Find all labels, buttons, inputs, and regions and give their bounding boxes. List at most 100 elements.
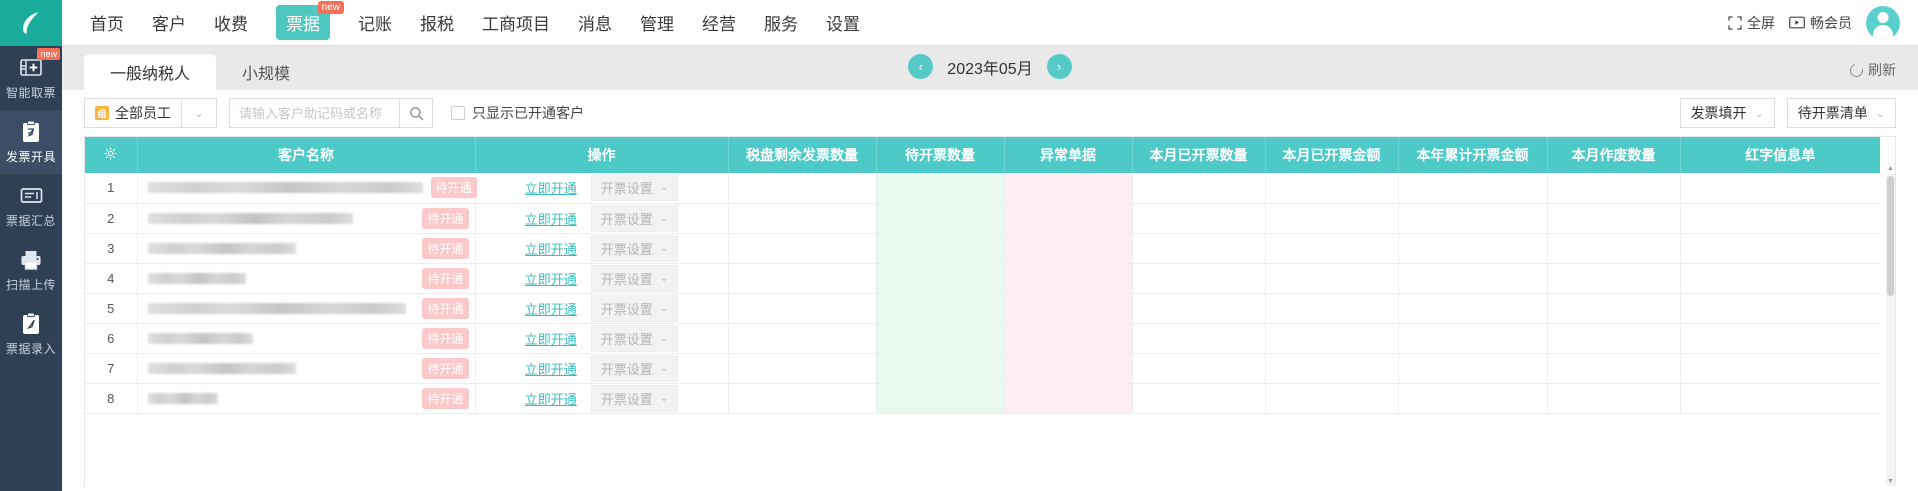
customer-name-cell[interactable]: 待开通 [137,353,476,384]
search-input[interactable] [229,98,399,128]
customer-name-cell[interactable]: 待开通 [137,203,476,234]
cell-c5 [1265,263,1399,294]
table-row[interactable]: 1 待开通 立即开通 开票设置 ⌄ [85,173,1880,204]
tab-general-taxpayer[interactable]: 一般纳税人 [84,54,217,90]
table-vertical-scrollbar[interactable]: ▲ ▼ [1886,165,1895,486]
table-row[interactable]: 5 待开通 立即开通 开票设置 ⌄ [85,293,1880,324]
activate-now-link[interactable]: 立即开通 [524,271,577,287]
col-customer-name[interactable]: 客户名称 [137,137,476,173]
tab-small-scale[interactable]: 小规模 [216,54,316,90]
table-row[interactable]: 4 待开通 立即开通 开票设置 ⌄ [85,263,1880,294]
invoice-settings-button[interactable]: 开票设置 ⌄ [590,294,679,322]
current-month-label[interactable]: 2023年05月 [947,60,1033,78]
cell-c2 [876,233,1005,264]
status-badge: 待开通 [422,267,469,289]
cell-c6 [1398,233,1548,264]
cell-c7 [1547,233,1681,264]
new-badge: new [317,0,344,14]
sidebar-item-scan-upload[interactable]: 扫描上传 [0,238,62,302]
sidebar-item-invoice-issue[interactable]: 发票开具 [0,110,62,174]
only-opened-checkbox[interactable]: 只显示已开通客户 [451,103,584,123]
table-row[interactable]: 2 待开通 立即开通 开票设置 ⌄ [85,203,1880,234]
col-year-total-amount[interactable]: 本年累计开票金额 [1398,137,1548,173]
search-button[interactable] [399,98,433,128]
table-row[interactable]: 8 待开通 立即开通 开票设置 ⌄ [85,383,1880,414]
col-red-letter-notice[interactable]: 红字信息单 [1680,137,1880,173]
invoice-settings-button[interactable]: 开票设置 ⌄ [590,174,679,202]
invoice-settings-button[interactable]: 开票设置 ⌄ [590,324,679,352]
employee-select[interactable]: 组 全部员工 ⌄ [84,98,217,128]
chevron-down-icon[interactable]: ⌄ [181,98,217,128]
chevron-down-icon: ⌄ [659,362,669,374]
nav-item-management[interactable]: 管理 [626,0,688,46]
filter-bar: 组 全部员工 ⌄ 只显示已开通客户 [62,90,1918,136]
customer-name-cell[interactable]: 待开通 [137,293,476,324]
nav-label: 客户 [152,15,186,34]
nav-item-fees[interactable]: 收费 [200,0,262,46]
col-month-voided-count[interactable]: 本月作废数量 [1547,137,1681,173]
col-month-issued-amount[interactable]: 本月已开票金额 [1265,137,1399,173]
col-month-issued-count[interactable]: 本月已开票数量 [1132,137,1266,173]
invoice-settings-button[interactable]: 开票设置 ⌄ [590,234,679,262]
customer-name-cell[interactable]: 待开通 [137,323,476,354]
cell-c2 [876,173,1005,204]
col-abnormal-documents[interactable]: 异常单据 [1004,137,1133,173]
nav-item-services[interactable]: 服务 [750,0,812,46]
sidebar-item-bill-entry[interactable]: 票据录入 [0,302,62,366]
user-avatar[interactable] [1866,5,1900,40]
scroll-down-arrow[interactable]: ▼ [1887,478,1894,485]
next-month-button[interactable]: › [1046,54,1072,79]
sidebar-item-bill-summary[interactable]: 票据汇总 [0,174,62,238]
cell-c1 [728,353,877,384]
table-settings-header[interactable] [85,137,138,173]
gear-icon[interactable] [104,147,117,160]
scroll-up-arrow[interactable]: ▲ [1887,165,1894,172]
app-logo[interactable] [0,0,62,46]
checkbox-box[interactable] [451,106,465,120]
member-button[interactable]: 畅会员 [1789,13,1852,33]
fullscreen-button[interactable]: 全屏 [1728,13,1775,33]
col-operation[interactable]: 操作 [475,137,729,173]
customer-name-cell[interactable]: 待开通 [137,263,476,294]
nav-item-messages[interactable]: 消息 [564,0,626,46]
activate-now-link[interactable]: 立即开通 [524,241,577,257]
pending-invoice-list-dropdown[interactable]: 待开票清单 ⌄ [1786,98,1896,128]
activate-now-link[interactable]: 立即开通 [524,181,577,197]
invoice-settings-button[interactable]: 开票设置 ⌄ [590,204,679,232]
cell-c8 [1680,383,1880,414]
invoice-fill-dropdown[interactable]: 发票填开 ⌄ [1679,98,1775,128]
nav-item-settings[interactable]: 设置 [812,0,874,46]
prev-month-button[interactable]: ‹ [908,54,934,79]
scrollbar-thumb[interactable] [1887,176,1894,296]
nav-item-business-projects[interactable]: 工商项目 [468,0,564,46]
invoice-settings-button[interactable]: 开票设置 ⌄ [590,264,679,292]
table-row[interactable]: 6 待开通 立即开通 开票设置 ⌄ [85,323,1880,354]
cell-c2 [876,293,1005,324]
sidebar-item-smart-ticket[interactable]: new 智能取票 [0,46,62,110]
col-pending-invoice-count[interactable]: 待开票数量 [876,137,1005,173]
cell-c8 [1680,323,1880,354]
customer-name-cell[interactable]: 待开通 [137,383,476,414]
invoice-settings-button[interactable]: 开票设置 ⌄ [590,384,679,412]
invoice-settings-button[interactable]: 开票设置 ⌄ [590,354,679,382]
nav-item-home[interactable]: 首页 [76,0,138,46]
status-badge: 待开通 [422,357,469,379]
table-row[interactable]: 3 待开通 立即开通 开票设置 ⌄ [85,233,1880,264]
nav-item-tax-filing[interactable]: 报税 [406,0,468,46]
customer-name-cell[interactable]: 待开通 [137,233,476,264]
activate-now-link[interactable]: 立即开通 [524,391,577,407]
nav-item-customer[interactable]: 客户 [138,0,200,46]
activate-now-link[interactable]: 立即开通 [524,211,577,227]
activate-now-link[interactable]: 立即开通 [524,331,577,347]
activate-now-link[interactable]: 立即开通 [524,361,577,377]
nav-item-bookkeeping[interactable]: 记账 [344,0,406,46]
customer-name-cell[interactable]: 待开通 [137,173,477,204]
refresh-button[interactable]: 刷新 [1847,60,1896,80]
activate-now-link[interactable]: 立即开通 [524,301,577,317]
cell-c8 [1680,173,1880,204]
nav-item-operations[interactable]: 经营 [688,0,750,46]
col-remaining-invoices[interactable]: 税盘剩余发票数量 [728,137,877,173]
table-row[interactable]: 7 待开通 立即开通 开票设置 ⌄ [85,353,1880,384]
employee-select-value-box[interactable]: 组 全部员工 [84,98,181,128]
nav-item-bills[interactable]: 票据 new [262,0,344,46]
